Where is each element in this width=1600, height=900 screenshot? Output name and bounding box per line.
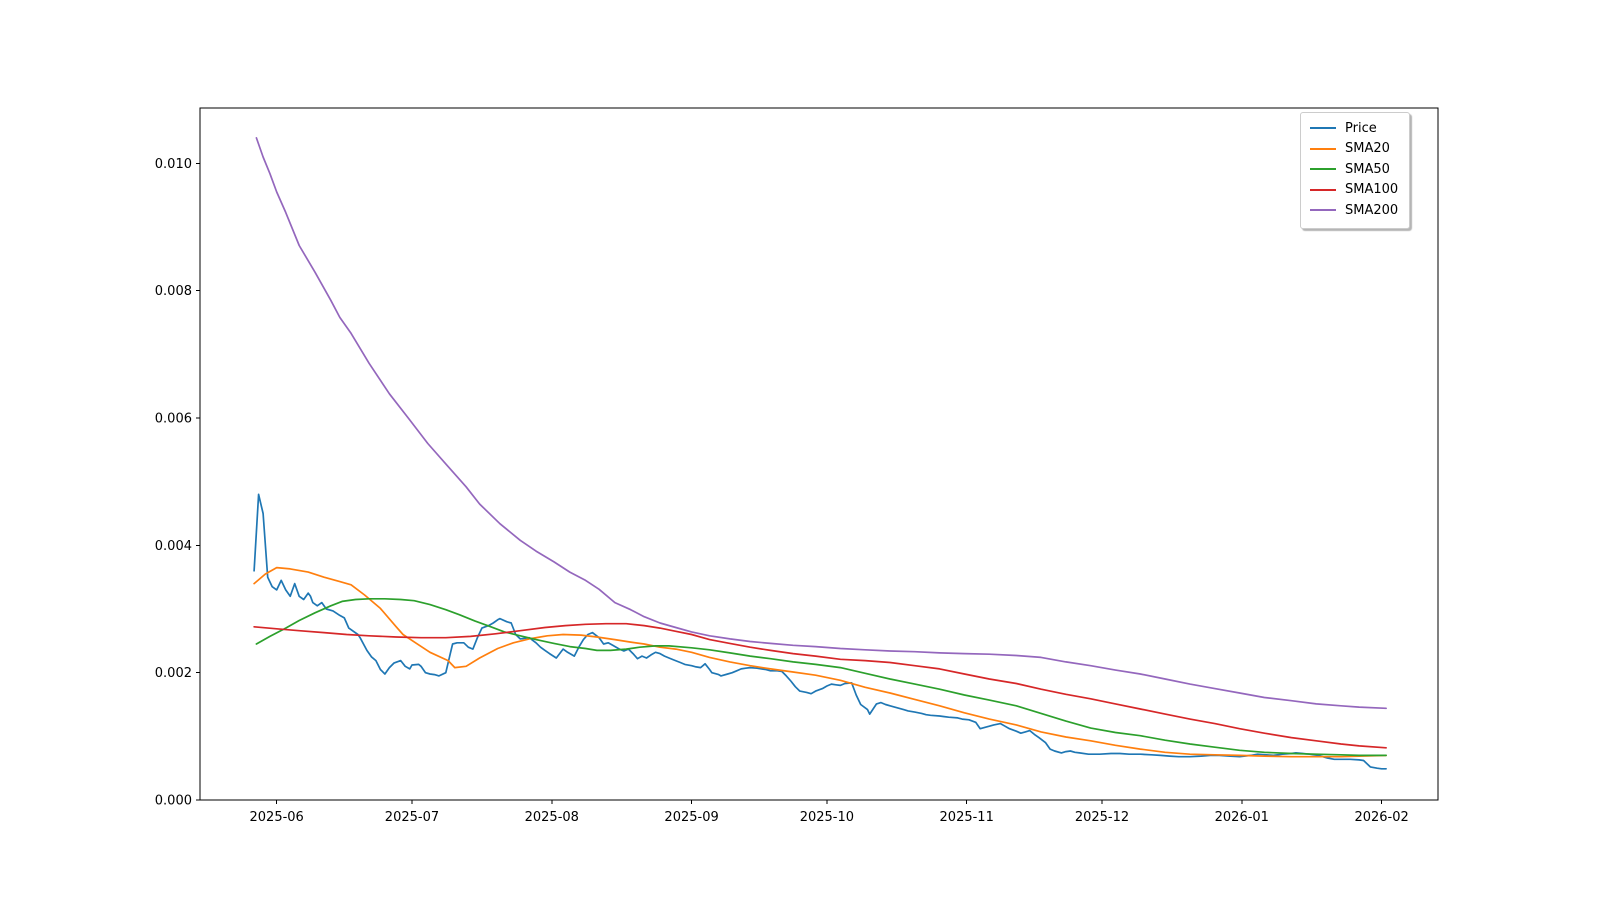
sma200-line xyxy=(255,137,1387,710)
legend-line-sample-icon xyxy=(1310,127,1336,130)
x-tick-label: 2025-08 xyxy=(525,810,579,825)
sma50-line xyxy=(255,597,1387,757)
legend-line-sample-icon xyxy=(1310,209,1336,212)
legend-line-sample-icon xyxy=(1310,188,1336,191)
legend-label: SMA20 xyxy=(1345,141,1390,157)
y-tick-label: 0.002 xyxy=(155,666,192,681)
legend-entry-price: Price xyxy=(1310,118,1398,139)
plot-border xyxy=(199,107,1439,801)
x-tick-label: 2026-01 xyxy=(1215,810,1269,825)
x-tick-label: 2025-12 xyxy=(1075,810,1129,825)
sma100-line xyxy=(253,622,1387,749)
legend-entry-sma20: SMA20 xyxy=(1310,139,1398,160)
y-tick-label: 0.000 xyxy=(155,794,192,809)
legend-label: SMA100 xyxy=(1345,182,1399,198)
legend-entry-sma200: SMA200 xyxy=(1310,200,1398,221)
x-tick-label: 2025-11 xyxy=(940,810,994,825)
sma20-line xyxy=(253,566,1387,758)
x-tick-label: 2025-06 xyxy=(250,810,304,825)
y-tick-label: 0.010 xyxy=(155,157,192,172)
legend-line-sample-icon xyxy=(1310,168,1336,171)
price-line xyxy=(253,493,1387,770)
x-tick-label: 2025-09 xyxy=(664,810,718,825)
x-tick-label: 2025-07 xyxy=(385,810,439,825)
legend: Price SMA20 SMA50 SMA100 SMA200 xyxy=(1300,112,1411,229)
legend-line-sample-icon xyxy=(1310,147,1336,150)
legend-entry-sma100: SMA100 xyxy=(1310,180,1398,201)
x-tick-label: 2026-02 xyxy=(1354,810,1408,825)
y-tick-label: 0.004 xyxy=(155,539,192,554)
legend-entry-sma50: SMA50 xyxy=(1310,159,1398,180)
x-tick-label: 2025-10 xyxy=(800,810,854,825)
legend-label: SMA200 xyxy=(1345,202,1399,218)
legend-label: SMA50 xyxy=(1345,161,1390,177)
legend-label: Price xyxy=(1345,120,1377,136)
y-tick-label: 0.008 xyxy=(155,284,192,299)
y-tick-label: 0.006 xyxy=(155,412,192,427)
